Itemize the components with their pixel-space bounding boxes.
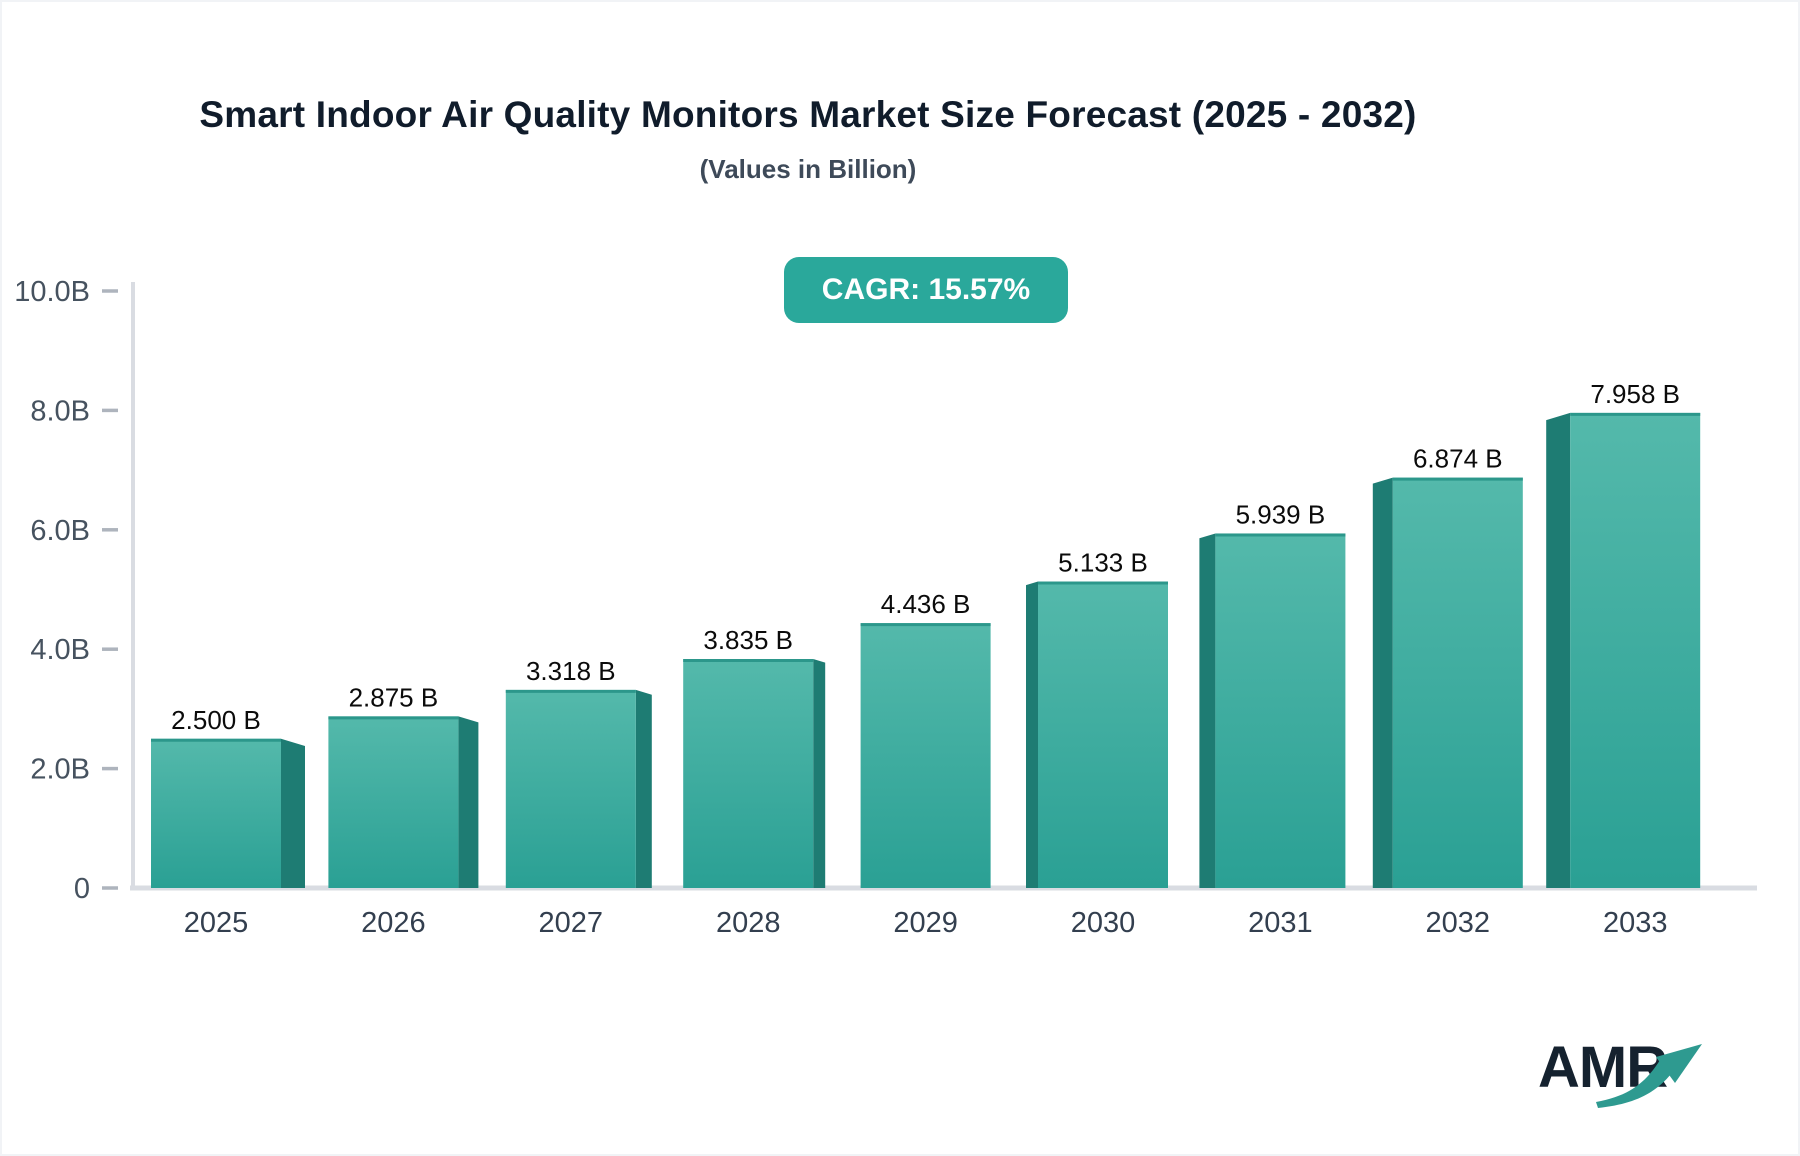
bar-value-label: 3.318 B [526,656,616,686]
y-tick-label: 2.0B [30,754,90,786]
x-axis-label-2028: 2028 [716,907,781,939]
bar-side-face [281,738,305,888]
x-axis-label-2026: 2026 [361,907,426,939]
x-axis-label-2033: 2033 [1603,907,1668,939]
bar-face[interactable] [1570,412,1701,888]
bar-2031[interactable]: 5.939 B [1199,499,1346,888]
bar-value-label: 3.835 B [703,625,793,655]
bar-side-face [1026,581,1038,888]
bar-face[interactable] [328,716,459,888]
y-axis: 10.0B 8.0B 6.0B 4.0B 2.0B 0 [14,276,118,905]
bar-2032[interactable]: 6.874 B [1372,444,1523,888]
bar-face[interactable] [1038,581,1168,888]
bar-side-face [1372,477,1393,888]
x-axis-label-2027: 2027 [539,907,604,939]
bar-2033[interactable]: 7.958 B [1546,379,1701,888]
bar-side-face [458,716,479,888]
y-tick-label: 4.0B [30,634,90,666]
bar-face[interactable] [505,689,636,888]
bar-face[interactable] [683,659,814,888]
chart-title: Smart Indoor Air Quality Monitors Market… [199,94,1417,135]
x-axis-label-2030: 2030 [1071,907,1136,939]
bar-2027[interactable]: 3.318 B [505,656,652,888]
chart-subtitle: (Values in Billion) [699,154,917,184]
x-axis-label-2031: 2031 [1248,907,1313,939]
bar-value-label: 7.958 B [1590,379,1680,409]
bar-value-label: 4.436 B [881,589,971,619]
bar-2030[interactable]: 5.133 B [1026,548,1168,888]
bar-face[interactable] [1215,533,1346,888]
bar-value-label: 2.875 B [349,682,439,712]
amr-logo: AMR [1538,1035,1702,1108]
bar-2028[interactable]: 3.835 B [683,625,826,888]
x-axis-label-2032: 2032 [1426,907,1491,939]
bar-2025[interactable]: 2.500 B [151,705,305,888]
bar-side-face [1199,533,1216,888]
logo-arrowhead-icon [1656,1044,1702,1083]
logo-arrow-swoosh [1596,1060,1674,1108]
bar-value-label: 6.874 B [1413,444,1503,474]
bar-side-face [813,659,826,888]
bars: 2.500 B 2.875 B 3.318 B 3.835 B 4.436 B 5.133… [151,379,1701,888]
y-tick-label: 10.0B [14,276,90,308]
bar-2026[interactable]: 2.875 B [328,682,479,888]
bar-face[interactable] [1392,477,1523,888]
bar-side-face [1546,412,1571,888]
x-axis-label-2029: 2029 [893,907,958,939]
bar-value-label: 2.500 B [171,705,261,735]
y-tick-label: 0 [74,873,90,905]
chart-header: Smart Indoor Air Quality Monitors Market… [2,94,1614,185]
x-axis-label-2025: 2025 [184,907,249,939]
y-tick-label: 6.0B [30,515,90,547]
bar-2029[interactable]: 4.436 B [860,589,991,888]
cagr-badge: CAGR: 15.57% [784,257,1068,323]
bar-face[interactable] [151,738,281,888]
x-axis: 2025 2026 2027 2028 2029 2030 2031 2032 2033 [184,907,1668,939]
bar-face[interactable] [860,623,991,888]
bar-value-label: 5.939 B [1236,499,1326,529]
bar-value-label: 5.133 B [1058,548,1148,578]
bar-side-face [635,689,652,888]
y-tick-label: 8.0B [30,395,90,427]
